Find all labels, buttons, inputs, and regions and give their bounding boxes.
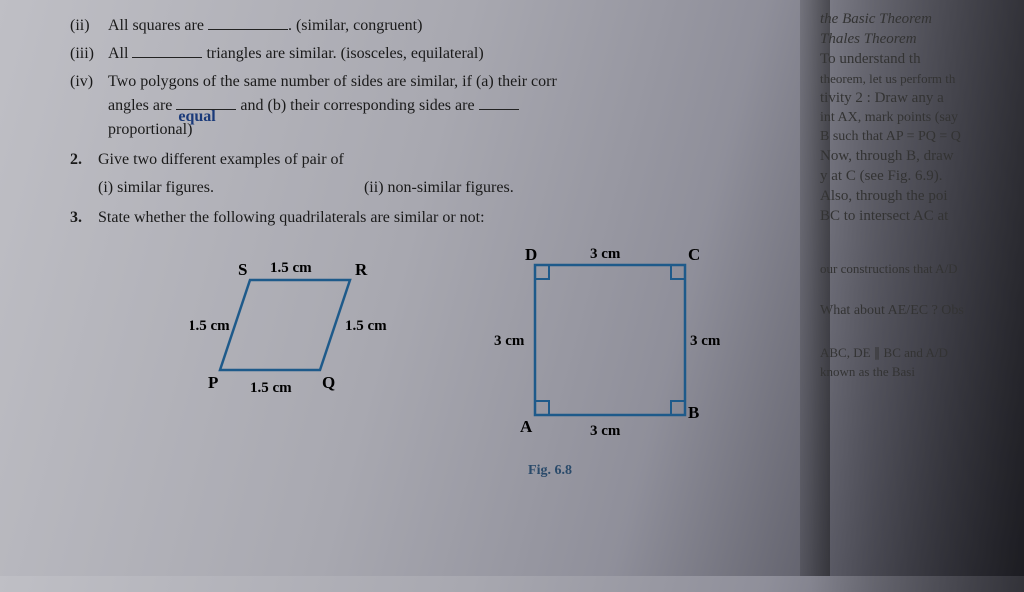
right-angle-B: [671, 401, 685, 415]
blank-ii: [208, 29, 288, 30]
item-ii-num: (ii): [70, 14, 100, 38]
side-bottom: 1.5 cm: [250, 380, 292, 396]
sq-side-bottom: 3 cm: [590, 423, 621, 439]
figure-caption: Fig. 6.8: [270, 460, 830, 481]
right-angle-C: [671, 265, 685, 279]
side-top: 1.5 cm: [270, 260, 312, 276]
label-D: D: [525, 245, 537, 264]
blank-iii: [132, 57, 202, 58]
q3-text: State whether the following quadrilatera…: [98, 206, 485, 230]
label-B: B: [688, 403, 699, 422]
item-iv: (iv) Two polygons of the same number of …: [70, 70, 830, 142]
item-ii: (ii) All squares are . (similar, congrue…: [70, 14, 830, 38]
item-iii: (iii) All triangles are similar. (isosce…: [70, 42, 830, 66]
q2-subs: (i) similar figures. (ii) non-similar fi…: [98, 176, 830, 200]
right-angle-A: [535, 401, 549, 415]
blank-iv-a: equal: [176, 109, 236, 110]
label-Q: Q: [322, 373, 335, 392]
question-2: 2. Give two different examples of pair o…: [70, 148, 830, 172]
label-R: R: [355, 260, 368, 279]
label-A: A: [520, 417, 533, 436]
item-iv-text: Two polygons of the same number of sides…: [108, 70, 557, 142]
label-P: P: [208, 373, 218, 392]
sq-side-left: 3 cm: [494, 333, 525, 349]
item-iii-num: (iii): [70, 42, 100, 66]
label-C: C: [688, 245, 700, 264]
figures-row: S R P Q 1.5 cm 1.5 cm 1.5 cm 1.5 cm D C …: [190, 240, 830, 460]
sq-side-top: 3 cm: [590, 246, 621, 262]
rhombus-figure: S R P Q 1.5 cm 1.5 cm 1.5 cm 1.5 cm: [190, 240, 410, 410]
item-iii-text: All triangles are similar. (isosceles, e…: [108, 42, 484, 66]
side-left: 1.5 cm: [190, 318, 230, 334]
right-page-partial: the Basic Theorem Thales Theorem To unde…: [810, 0, 1024, 592]
q2-text: Give two different examples of pair of: [98, 148, 344, 172]
rhombus-shape: [220, 280, 350, 370]
item-iv-num: (iv): [70, 70, 100, 94]
square-figure: D C A B 3 cm 3 cm 3 cm 3 cm: [490, 240, 720, 460]
q2-ii: (ii) non-similar figures.: [364, 176, 514, 200]
square-shape: [535, 265, 685, 415]
sq-side-right: 3 cm: [690, 333, 720, 349]
q2-num: 2.: [70, 148, 90, 172]
q2-i: (i) similar figures.: [98, 176, 214, 200]
label-S: S: [238, 260, 247, 279]
blank-iv-b: [479, 109, 519, 110]
right-angle-D: [535, 265, 549, 279]
question-3: 3. State whether the following quadrilat…: [70, 206, 830, 230]
item-ii-text: All squares are . (similar, congruent): [108, 14, 422, 38]
q3-num: 3.: [70, 206, 90, 230]
side-right: 1.5 cm: [345, 318, 387, 334]
